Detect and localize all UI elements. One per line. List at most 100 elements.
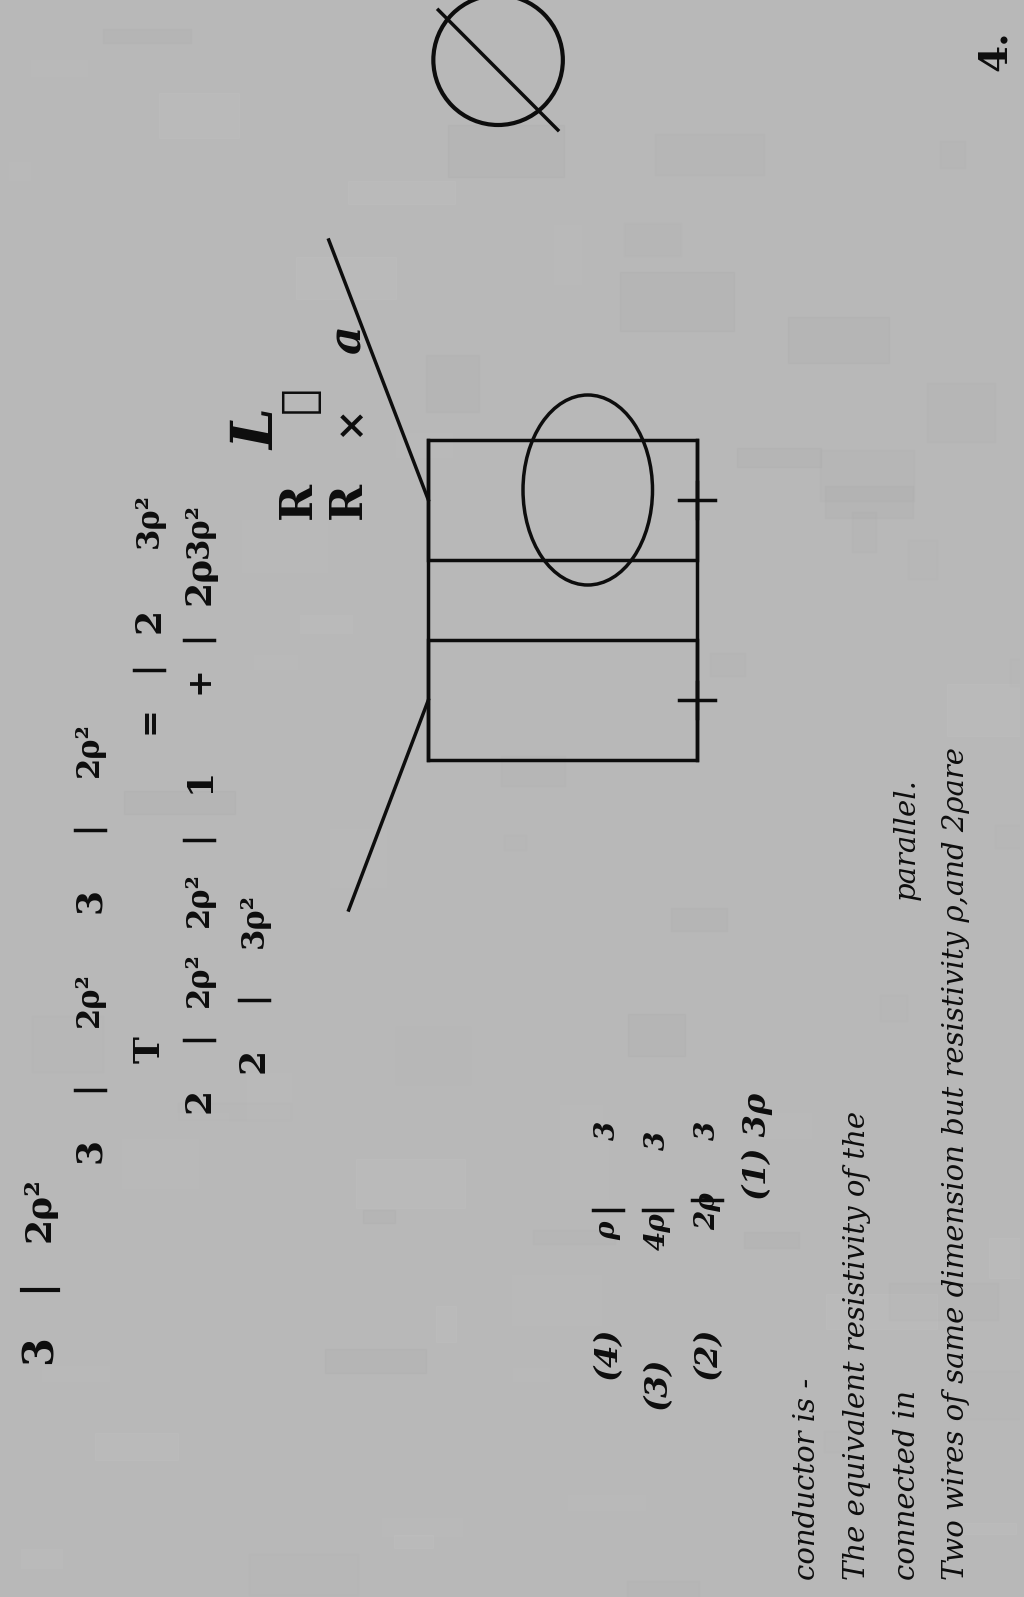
Text: 2ρ: 2ρ [694, 1193, 721, 1230]
Bar [428, 640, 697, 760]
Bar [753, 885, 814, 907]
Bar [37, 744, 85, 783]
Bar [889, 1284, 997, 1321]
Text: The equivalent resistivity of the: The equivalent resistivity of the [843, 1112, 870, 1579]
Bar [756, 1113, 811, 1137]
Bar [655, 134, 764, 174]
Bar [159, 93, 239, 139]
Bar [852, 513, 877, 553]
Bar [242, 519, 327, 572]
Bar [676, 498, 751, 517]
Bar [102, 29, 190, 43]
Text: 2: 2 [182, 1088, 216, 1113]
Bar [122, 1139, 198, 1188]
Bar [655, 43, 769, 81]
Text: ×: × [330, 404, 368, 436]
Text: 2: 2 [237, 1048, 271, 1073]
Bar [42, 1365, 109, 1381]
Text: ρ: ρ [594, 1222, 622, 1239]
Bar [32, 1016, 102, 1072]
Bar [394, 1535, 433, 1549]
Bar [629, 1014, 685, 1056]
Bar [330, 829, 386, 886]
Bar [554, 225, 581, 284]
Bar [691, 27, 733, 69]
Bar [927, 383, 995, 442]
Bar [959, 1524, 1016, 1535]
Bar [881, 995, 906, 1020]
Bar [428, 441, 697, 561]
Bar [187, 485, 250, 511]
Bar [300, 615, 352, 634]
Bar [989, 1238, 1024, 1278]
Bar [52, 848, 136, 894]
Bar [940, 141, 965, 168]
Bar [560, 1105, 602, 1150]
Text: 4.: 4. [976, 30, 1014, 70]
Bar [426, 355, 479, 412]
Bar [435, 1306, 457, 1341]
Bar [568, 1495, 645, 1509]
Bar [447, 125, 563, 177]
Bar [995, 824, 1024, 848]
Text: 3ρ²: 3ρ² [134, 492, 165, 548]
Text: ℓ: ℓ [278, 386, 321, 414]
Bar [95, 1433, 178, 1460]
Bar [949, 1370, 1024, 1418]
Text: 2ρ: 2ρ [182, 556, 216, 605]
Text: R: R [327, 481, 370, 519]
Bar [532, 1230, 614, 1244]
Bar [620, 273, 734, 331]
Text: (1) 3ρ: (1) 3ρ [741, 1092, 773, 1199]
Text: 2ρ²: 2ρ² [183, 872, 215, 928]
Bar [382, 1519, 462, 1536]
Bar [249, 1554, 357, 1595]
Bar [247, 1073, 291, 1119]
Text: 3: 3 [18, 1335, 60, 1364]
Text: 4ρ: 4ρ [644, 1212, 671, 1250]
Bar [1011, 660, 1024, 687]
Text: Two wires of same dimension but resistivity ρ,and 2ρare: Two wires of same dimension but resistiv… [942, 747, 971, 1579]
Bar [710, 653, 745, 676]
Text: 2ρ²: 2ρ² [183, 952, 215, 1008]
Bar [396, 433, 452, 457]
Bar [737, 449, 821, 468]
Text: 3: 3 [73, 888, 106, 912]
Text: 2ρ²: 2ρ² [74, 722, 105, 778]
Bar [121, 1113, 228, 1159]
Bar [824, 487, 912, 519]
Text: 3ρ²: 3ρ² [239, 893, 269, 947]
Bar [38, 974, 62, 998]
Bar [947, 684, 1024, 736]
Text: 3: 3 [73, 1137, 106, 1163]
Text: 1: 1 [182, 768, 216, 792]
Bar [560, 1142, 608, 1199]
Bar [743, 1231, 800, 1247]
Text: 2ρ²: 2ρ² [74, 973, 105, 1027]
Text: (3): (3) [642, 1357, 673, 1410]
Bar [31, 59, 87, 77]
Bar [502, 755, 564, 786]
Bar [801, 319, 880, 331]
Bar [375, 1009, 449, 1024]
Text: 3ρ²: 3ρ² [183, 503, 215, 557]
Bar [673, 1305, 745, 1327]
Text: connected in: connected in [893, 1389, 921, 1579]
Text: L: L [230, 409, 288, 450]
Bar [982, 402, 1024, 426]
Bar [823, 1431, 855, 1452]
Text: conductor is -: conductor is - [793, 1378, 821, 1579]
Bar [22, 1549, 62, 1568]
Bar [326, 1349, 426, 1373]
Bar [628, 1581, 699, 1597]
Bar [178, 1104, 291, 1121]
Bar [671, 907, 727, 931]
Text: =: = [133, 706, 166, 735]
Text: parallel.: parallel. [893, 778, 921, 901]
Bar [811, 803, 880, 822]
Bar [9, 161, 30, 180]
Bar [513, 1367, 550, 1381]
Text: +: + [182, 666, 216, 695]
Text: R: R [278, 481, 321, 519]
Bar [296, 257, 396, 299]
